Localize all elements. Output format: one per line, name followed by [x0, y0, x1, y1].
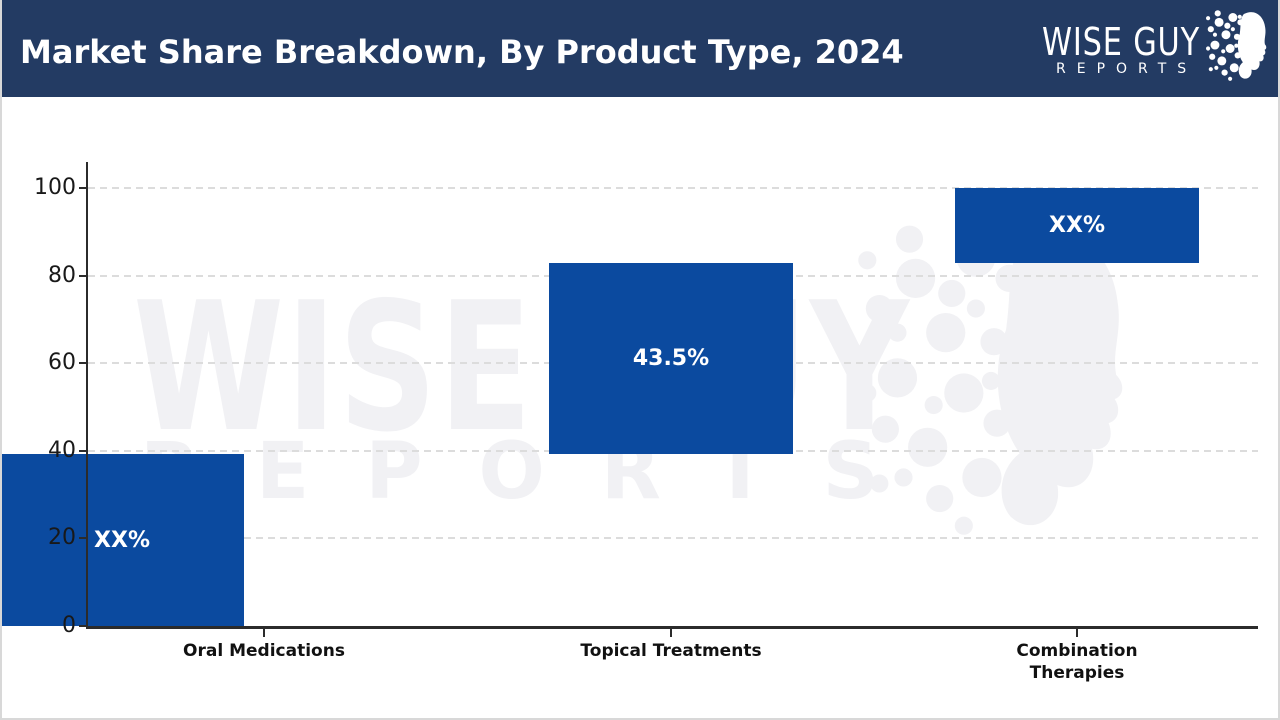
- y-tick-label-20: 20: [48, 525, 76, 550]
- y-axis-line: [86, 162, 88, 628]
- category-label-topical-treatments: Topical Treatments: [580, 641, 762, 661]
- x-tick-mark: [670, 629, 672, 637]
- x-tick-mark: [263, 629, 265, 637]
- watermark-brand-subtext: REPORTS: [140, 427, 935, 517]
- y-tick-label-0: 0: [62, 613, 76, 638]
- gridline-20: [88, 537, 1258, 539]
- category-label-combination-therapies: Combination Therapies: [1016, 641, 1138, 684]
- page-header: Market Share Breakdown, By Product Type,…: [0, 0, 1280, 97]
- y-tick-mark: [79, 362, 87, 364]
- y-tick-mark: [79, 450, 87, 452]
- category-label-oral-medications: Oral Medications: [183, 641, 345, 661]
- bar-value-label: XX%: [1049, 213, 1105, 239]
- gridline-100: [88, 187, 1258, 189]
- wiseguy-head-icon: [1206, 10, 1267, 81]
- x-axis-line: [86, 626, 1258, 629]
- bar-combination-therapies: XX%: [955, 188, 1199, 264]
- bar-topical-treatments: 43.5%: [549, 263, 793, 455]
- y-tick-label-40: 40: [48, 438, 76, 463]
- wiseguy-logo-subtext: REPORTS: [1056, 61, 1198, 77]
- bar-oral-medications: XX%: [0, 454, 244, 626]
- y-tick-label-100: 100: [34, 175, 76, 200]
- bar-value-label: XX%: [94, 527, 150, 553]
- y-tick-mark: [79, 625, 87, 627]
- y-tick-label-80: 80: [48, 263, 76, 288]
- page-title: Market Share Breakdown, By Product Type,…: [20, 33, 904, 71]
- wiseguy-logo-text: WISE GUY: [1042, 20, 1200, 64]
- y-tick-mark: [79, 187, 87, 189]
- y-tick-mark: [79, 275, 87, 277]
- y-tick-mark: [79, 537, 87, 539]
- bar-value-label: 43.5%: [632, 346, 710, 372]
- watermark-head-icon: [858, 225, 1123, 535]
- x-tick-mark: [1076, 629, 1078, 637]
- y-tick-label-60: 60: [48, 350, 76, 375]
